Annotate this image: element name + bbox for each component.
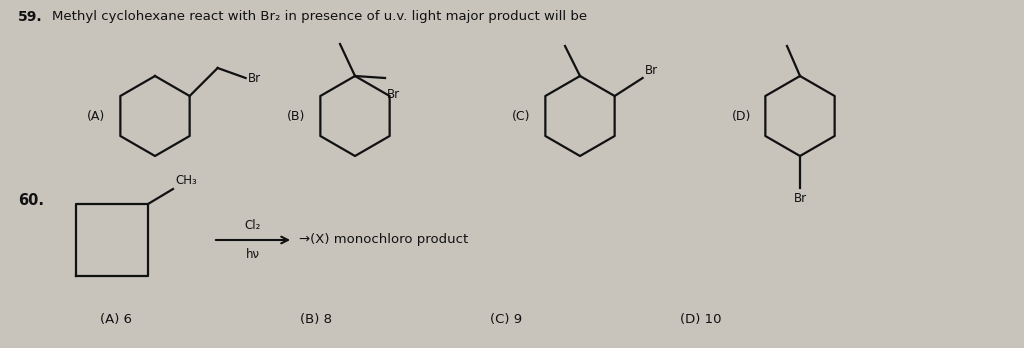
Text: Cl₂: Cl₂: [245, 219, 261, 232]
Text: (B) 8: (B) 8: [300, 314, 332, 326]
Text: CH₃: CH₃: [175, 174, 197, 187]
Text: Br: Br: [248, 71, 261, 85]
Text: hν: hν: [246, 248, 260, 261]
Text: 60.: 60.: [18, 193, 44, 208]
Text: Br: Br: [794, 192, 807, 205]
Text: (C): (C): [512, 110, 530, 122]
Text: (A) 6: (A) 6: [100, 314, 132, 326]
Text: Methyl cyclohexane react with Br₂ in presence of u.v. light major product will b: Methyl cyclohexane react with Br₂ in pre…: [52, 10, 587, 23]
Text: (A): (A): [87, 110, 105, 122]
Text: (B): (B): [287, 110, 305, 122]
Text: (C) 9: (C) 9: [490, 314, 522, 326]
Text: Br: Br: [645, 64, 657, 77]
Text: 59.: 59.: [18, 10, 43, 24]
Text: (D) 10: (D) 10: [680, 314, 722, 326]
Text: (D): (D): [732, 110, 752, 122]
Text: Br: Br: [387, 88, 400, 101]
Text: →(X) monochloro product: →(X) monochloro product: [299, 234, 468, 246]
